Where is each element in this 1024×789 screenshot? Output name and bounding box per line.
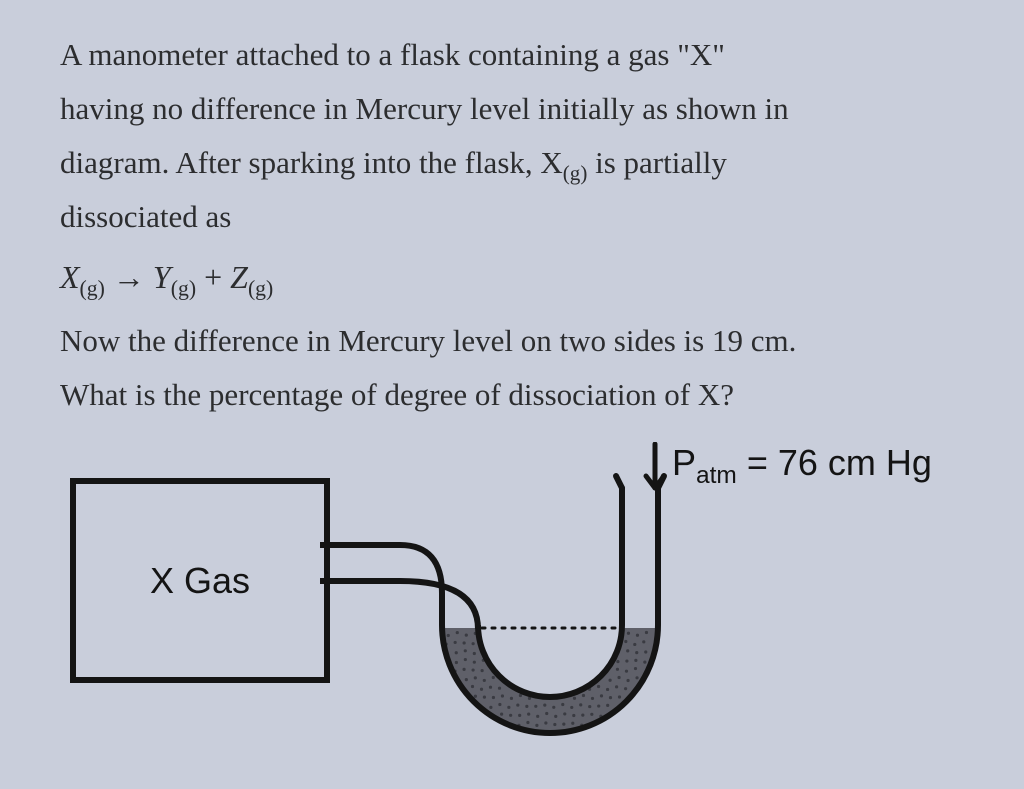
- flask-box: X Gas: [70, 478, 330, 683]
- question-line-2: having no difference in Mercury level in…: [60, 84, 974, 134]
- subscript-g: (g): [563, 161, 588, 185]
- eq-Y: Y: [153, 259, 171, 295]
- eq-Z-sub: (g): [248, 276, 273, 300]
- question-page: A manometer attached to a flask containi…: [0, 0, 1024, 789]
- question-line-6: What is the percentage of degree of diss…: [60, 370, 974, 420]
- eq-X-sub: (g): [80, 276, 105, 300]
- eq-Z: Z: [230, 259, 248, 295]
- p-atm-post: = 76 cm Hg: [737, 442, 932, 483]
- question-line-5: Now the difference in Mercury level on t…: [60, 316, 974, 366]
- eq-Y-sub: (g): [171, 276, 196, 300]
- question-line-1: A manometer attached to a flask containi…: [60, 30, 974, 80]
- question-line-3b: is partially: [587, 145, 726, 180]
- eq-plus: +: [204, 259, 222, 295]
- u-tube-manometer: [320, 458, 740, 768]
- question-line-3a: diagram. After sparking into the flask, …: [60, 145, 563, 180]
- dissociation-equation: X(g) → Y(g) + Z(g): [60, 252, 974, 302]
- eq-X: X: [60, 259, 80, 295]
- eq-arrow: →: [113, 259, 145, 295]
- question-line-4: dissociated as: [60, 192, 974, 242]
- flask-label: X Gas: [150, 556, 250, 606]
- manometer-diagram: X Gas Patm = 76 cm Hg: [60, 448, 974, 768]
- question-line-3: diagram. After sparking into the flask, …: [60, 138, 974, 188]
